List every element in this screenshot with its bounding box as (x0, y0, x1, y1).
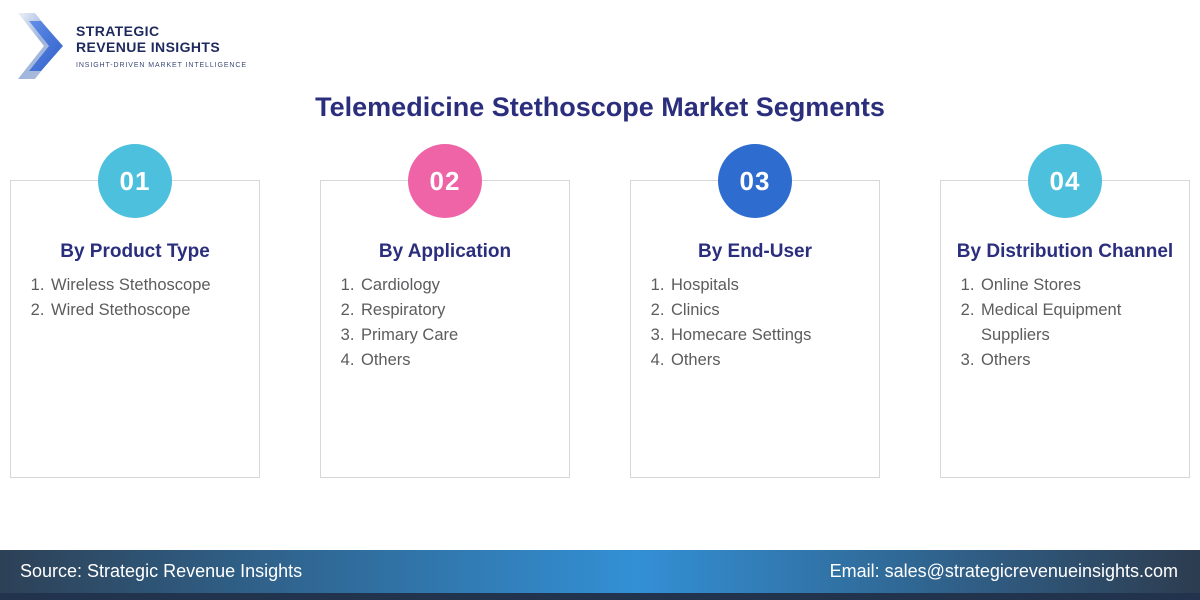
footer-bar: Source: Strategic Revenue Insights Email… (0, 550, 1200, 593)
list-item: Primary Care (359, 323, 559, 348)
footer-source: Source: Strategic Revenue Insights (20, 561, 303, 581)
segment-card-product-type: 01 By Product Type Wireless Stethoscope … (10, 144, 260, 478)
segment-number-badge: 04 (1028, 144, 1102, 218)
list-item: Wireless Stethoscope (49, 273, 249, 298)
logo-line-1: STRATEGIC (76, 23, 160, 39)
list-item: Cardiology (359, 273, 559, 298)
segment-card-distribution-channel: 04 By Distribution Channel Online Stores… (940, 144, 1190, 478)
segment-list: Hospitals Clinics Homecare Settings Othe… (631, 273, 879, 373)
segment-heading: By Application (378, 241, 512, 262)
list-item: Others (359, 348, 559, 373)
logo-line-2: REVENUE INSIGHTS (76, 39, 221, 55)
segment-heading: By Distribution Channel (956, 241, 1174, 262)
footer-email: Email: sales@strategicrevenueinsights.co… (829, 561, 1178, 581)
segment-number-badge: 02 (408, 144, 482, 218)
segment-list: Cardiology Respiratory Primary Care Othe… (321, 273, 569, 373)
logo: STRATEGIC REVENUE INSIGHTS INSIGHT-DRIVE… (16, 12, 247, 80)
segment-number-badge: 01 (98, 144, 172, 218)
footer-bottom-strip (0, 593, 1200, 600)
segment-card-end-user: 03 By End-User Hospitals Clinics Homecar… (630, 144, 880, 478)
segment-list: Wireless Stethoscope Wired Stethoscope (11, 273, 259, 323)
list-item: Clinics (669, 298, 869, 323)
list-item: Others (979, 348, 1179, 373)
list-item: Homecare Settings (669, 323, 869, 348)
list-item: Hospitals (669, 273, 869, 298)
logo-chevron-icon (18, 13, 63, 79)
page-title: Telemedicine Stethoscope Market Segments (315, 92, 885, 122)
segment-heading: By End-User (697, 241, 813, 262)
list-item: Online Stores (979, 273, 1179, 298)
list-item: Medical Equipment Suppliers (979, 298, 1179, 348)
logo-text: STRATEGIC REVENUE INSIGHTS INSIGHT-DRIVE… (76, 23, 247, 69)
logo-tagline: INSIGHT-DRIVEN MARKET INTELLIGENCE (76, 62, 247, 69)
segment-number-badge: 03 (718, 144, 792, 218)
segment-card-application: 02 By Application Cardiology Respiratory… (320, 144, 570, 478)
list-item: Wired Stethoscope (49, 298, 249, 323)
list-item: Respiratory (359, 298, 559, 323)
list-item: Others (669, 348, 869, 373)
segment-heading: By Product Type (60, 241, 210, 262)
segment-list: Online Stores Medical Equipment Supplier… (941, 273, 1189, 373)
